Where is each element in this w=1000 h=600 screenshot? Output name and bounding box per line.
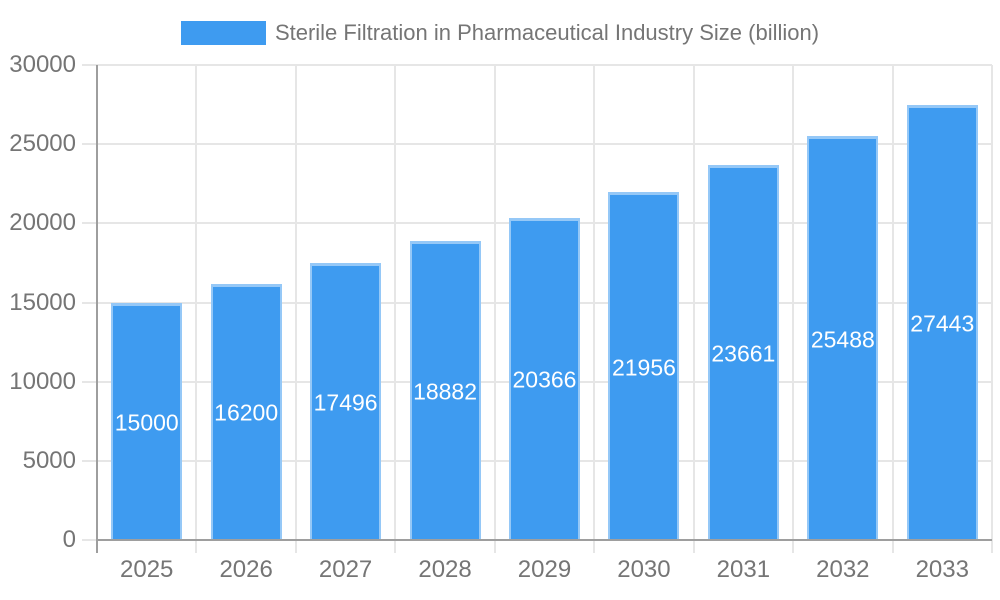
legend-swatch-icon: [180, 21, 266, 45]
chart-title: Sterile Filtration in Pharmaceutical Ind…: [274, 20, 820, 45]
x-axis-tick-label: 2026: [219, 556, 273, 583]
x-gridline: [294, 65, 297, 553]
x-axis-line: [96, 539, 992, 541]
bar: 17496: [310, 262, 382, 540]
bar: 20366: [509, 217, 580, 540]
x-axis-tick-label: 2025: [120, 556, 174, 583]
y-axis-tick-label: 15000: [9, 288, 76, 316]
legend: Sterile Filtration in Pharmaceutical Ind…: [0, 17, 1000, 49]
x-axis-tick-label: 2028: [418, 556, 472, 583]
bar: 15000: [111, 302, 183, 540]
x-gridline: [891, 65, 894, 553]
bar: 18882: [409, 241, 481, 540]
legend-item[interactable]: Sterile Filtration in Pharmaceutical Ind…: [180, 20, 820, 46]
y-axis-tick-label: 10000: [9, 367, 76, 395]
x-gridline: [593, 65, 596, 553]
bar: 27443: [906, 105, 978, 540]
y-gridline: [82, 64, 992, 66]
bar: 16200: [210, 283, 282, 540]
y-axis-line: [96, 65, 98, 553]
x-gridline: [991, 65, 993, 553]
x-gridline: [493, 65, 496, 553]
bar-value-label: 27443: [910, 310, 975, 337]
x-axis-tick-label: 2033: [915, 556, 969, 583]
x-axis-tick-label: 2031: [716, 556, 771, 583]
y-axis-tick-label: 20000: [9, 209, 76, 237]
bar-value-label: 21956: [611, 354, 676, 381]
bar-value-label: 23661: [711, 340, 776, 367]
x-gridline: [394, 65, 397, 553]
bar-value-label: 25488: [810, 326, 875, 353]
bar: 23661: [707, 165, 779, 540]
x-gridline: [792, 65, 795, 553]
bar-value-label: 15000: [114, 409, 179, 436]
bar: 21956: [608, 192, 680, 540]
x-axis-tick-label: 2032: [816, 556, 870, 583]
y-axis-tick-label: 25000: [9, 130, 76, 158]
bar-value-label: 17496: [313, 389, 378, 416]
y-axis-tick-label: 5000: [22, 446, 76, 474]
x-gridline: [195, 65, 198, 553]
bar-value-label: 16200: [214, 399, 279, 426]
x-gridline: [692, 65, 695, 553]
y-axis-tick-label: 0: [62, 526, 76, 553]
y-axis-tick-label: 30000: [9, 51, 76, 78]
bar: 25488: [807, 136, 879, 540]
bar-value-label: 20366: [512, 366, 577, 393]
x-axis-tick-label: 2030: [617, 556, 671, 583]
x-axis-tick-label: 2027: [318, 556, 373, 583]
bar-value-label: 18882: [413, 378, 478, 405]
y-gridline: [82, 143, 992, 146]
x-axis-tick-label: 2029: [517, 556, 572, 583]
